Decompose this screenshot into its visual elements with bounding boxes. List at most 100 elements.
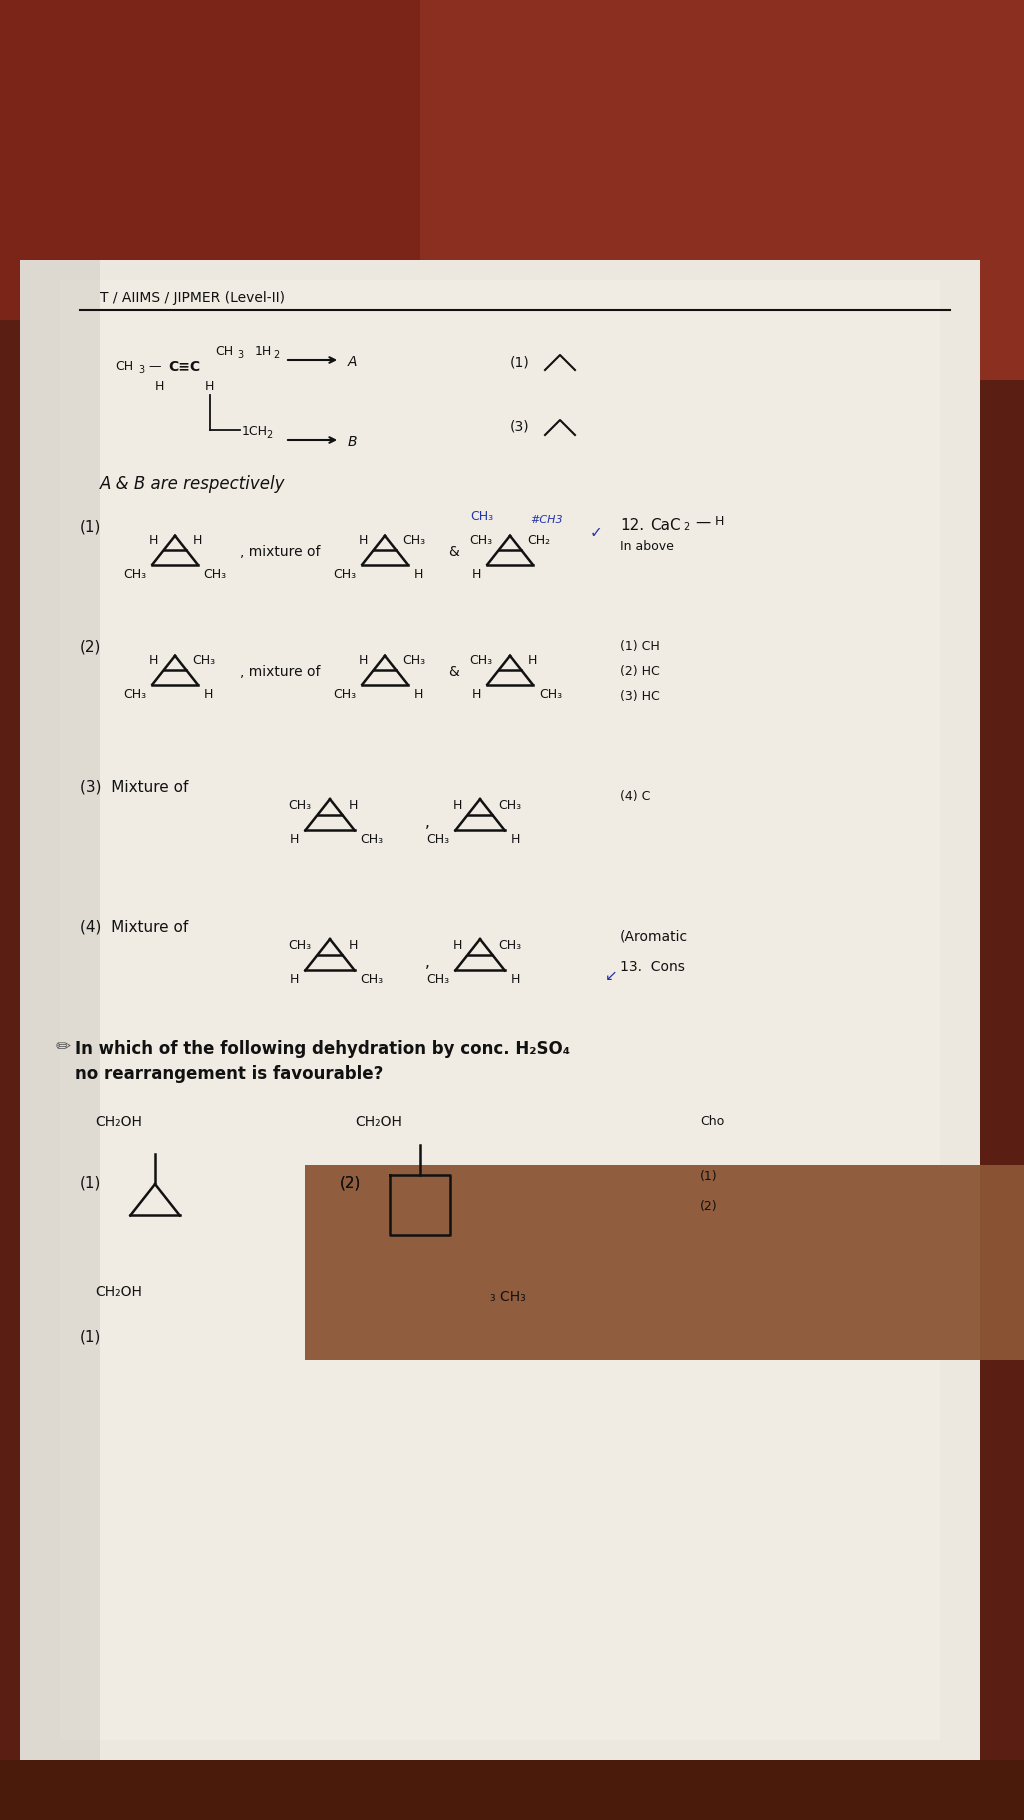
Text: (1): (1) bbox=[510, 355, 529, 369]
Text: (3): (3) bbox=[510, 420, 529, 433]
Text: (3)  Mixture of: (3) Mixture of bbox=[80, 781, 188, 795]
FancyBboxPatch shape bbox=[60, 280, 940, 1740]
Text: CH₃: CH₃ bbox=[333, 568, 356, 581]
Text: 1CH: 1CH bbox=[242, 426, 268, 439]
Text: CH₃: CH₃ bbox=[289, 939, 311, 952]
Text: (1): (1) bbox=[700, 1170, 718, 1183]
Text: H: H bbox=[348, 799, 357, 812]
Text: CH₂: CH₂ bbox=[527, 535, 551, 548]
Text: (2): (2) bbox=[340, 1176, 361, 1190]
Text: H: H bbox=[453, 939, 462, 952]
Text: H: H bbox=[472, 688, 481, 701]
Text: CH₃: CH₃ bbox=[499, 799, 521, 812]
Text: H: H bbox=[511, 834, 520, 846]
Text: A & B are respectively: A & B are respectively bbox=[100, 475, 286, 493]
Text: (2): (2) bbox=[700, 1199, 718, 1212]
Text: CH₃: CH₃ bbox=[123, 688, 146, 701]
Text: CH₃: CH₃ bbox=[289, 799, 311, 812]
Text: H: H bbox=[358, 653, 368, 668]
Text: H: H bbox=[715, 515, 724, 528]
Text: (1): (1) bbox=[80, 1176, 101, 1190]
Text: 3: 3 bbox=[138, 366, 144, 375]
Text: H: H bbox=[205, 380, 214, 393]
Text: (1): (1) bbox=[80, 1330, 101, 1345]
Text: —: — bbox=[148, 360, 161, 373]
Text: T / AIIMS / JIPMER (Level-II): T / AIIMS / JIPMER (Level-II) bbox=[100, 291, 285, 306]
Text: H: H bbox=[193, 535, 202, 548]
Text: ✏: ✏ bbox=[55, 1037, 70, 1056]
Text: H: H bbox=[290, 834, 299, 846]
Text: B: B bbox=[348, 435, 357, 450]
Text: CH₃: CH₃ bbox=[402, 535, 426, 548]
Text: H: H bbox=[148, 535, 158, 548]
Text: A: A bbox=[348, 355, 357, 369]
Text: 13.  Cons: 13. Cons bbox=[620, 959, 685, 974]
Text: CH₃: CH₃ bbox=[193, 653, 215, 668]
Text: H: H bbox=[453, 799, 462, 812]
Text: H: H bbox=[414, 568, 423, 581]
Text: CH₃: CH₃ bbox=[469, 535, 493, 548]
Text: H: H bbox=[348, 939, 357, 952]
FancyBboxPatch shape bbox=[20, 260, 100, 1760]
Text: C≡C: C≡C bbox=[168, 360, 200, 373]
Text: (4)  Mixture of: (4) Mixture of bbox=[80, 919, 188, 935]
Polygon shape bbox=[305, 1165, 1024, 1360]
Text: 3: 3 bbox=[237, 349, 243, 360]
Text: ,: , bbox=[425, 956, 430, 970]
Text: CH₃: CH₃ bbox=[360, 834, 384, 846]
Text: (3) HC: (3) HC bbox=[620, 690, 659, 703]
Text: H: H bbox=[290, 974, 299, 986]
Text: CH₃: CH₃ bbox=[123, 568, 146, 581]
Text: , mixture of: , mixture of bbox=[240, 544, 321, 559]
FancyBboxPatch shape bbox=[20, 260, 980, 1760]
Text: CH₃: CH₃ bbox=[539, 688, 562, 701]
Text: CaC: CaC bbox=[650, 519, 681, 533]
Text: &: & bbox=[449, 664, 459, 679]
Text: CH₃: CH₃ bbox=[402, 653, 426, 668]
Text: CH₃: CH₃ bbox=[333, 688, 356, 701]
Text: &: & bbox=[449, 544, 459, 559]
Text: H: H bbox=[472, 568, 481, 581]
Text: CH₂OH: CH₂OH bbox=[95, 1116, 142, 1128]
Text: 1H: 1H bbox=[255, 346, 272, 359]
Text: H: H bbox=[155, 380, 165, 393]
Text: CH₃: CH₃ bbox=[360, 974, 384, 986]
Text: H: H bbox=[204, 688, 213, 701]
Text: 2: 2 bbox=[273, 349, 280, 360]
Text: (2): (2) bbox=[80, 641, 101, 655]
Text: (2): (2) bbox=[340, 1176, 361, 1190]
Text: ↙: ↙ bbox=[605, 968, 617, 983]
Text: CH₃: CH₃ bbox=[499, 939, 521, 952]
FancyBboxPatch shape bbox=[420, 0, 1024, 380]
Text: Cho: Cho bbox=[700, 1116, 724, 1128]
Text: H: H bbox=[414, 688, 423, 701]
Text: CH₃: CH₃ bbox=[426, 974, 450, 986]
Text: CH₃: CH₃ bbox=[426, 834, 450, 846]
Text: 12.: 12. bbox=[620, 519, 644, 533]
FancyBboxPatch shape bbox=[0, 0, 1024, 320]
Text: H: H bbox=[511, 974, 520, 986]
Text: , mixture of: , mixture of bbox=[240, 664, 321, 679]
Text: #CH3: #CH3 bbox=[530, 515, 562, 524]
Text: In above: In above bbox=[620, 541, 674, 553]
Text: CH₂OH: CH₂OH bbox=[95, 1285, 142, 1299]
FancyBboxPatch shape bbox=[0, 1760, 1024, 1820]
Text: ✓: ✓ bbox=[590, 524, 603, 541]
Text: CH: CH bbox=[215, 346, 233, 359]
Text: (1): (1) bbox=[80, 521, 101, 535]
Text: 2: 2 bbox=[266, 430, 272, 440]
Text: 2: 2 bbox=[683, 522, 689, 531]
Text: no rearrangement is favourable?: no rearrangement is favourable? bbox=[75, 1065, 383, 1083]
Text: In which of the following dehydration by conc. H₂SO₄: In which of the following dehydration by… bbox=[75, 1039, 570, 1057]
Text: ,: , bbox=[425, 815, 430, 830]
Text: H: H bbox=[358, 535, 368, 548]
Text: CH₃: CH₃ bbox=[469, 653, 493, 668]
Text: ₃ CH₃: ₃ CH₃ bbox=[490, 1290, 525, 1303]
Text: CH: CH bbox=[115, 360, 133, 373]
Text: CH₃: CH₃ bbox=[470, 510, 494, 522]
Text: CH₃: CH₃ bbox=[204, 568, 227, 581]
Text: (2) HC: (2) HC bbox=[620, 664, 659, 679]
Text: H: H bbox=[148, 653, 158, 668]
Text: H: H bbox=[527, 653, 537, 668]
Text: (4) C: (4) C bbox=[620, 790, 650, 803]
